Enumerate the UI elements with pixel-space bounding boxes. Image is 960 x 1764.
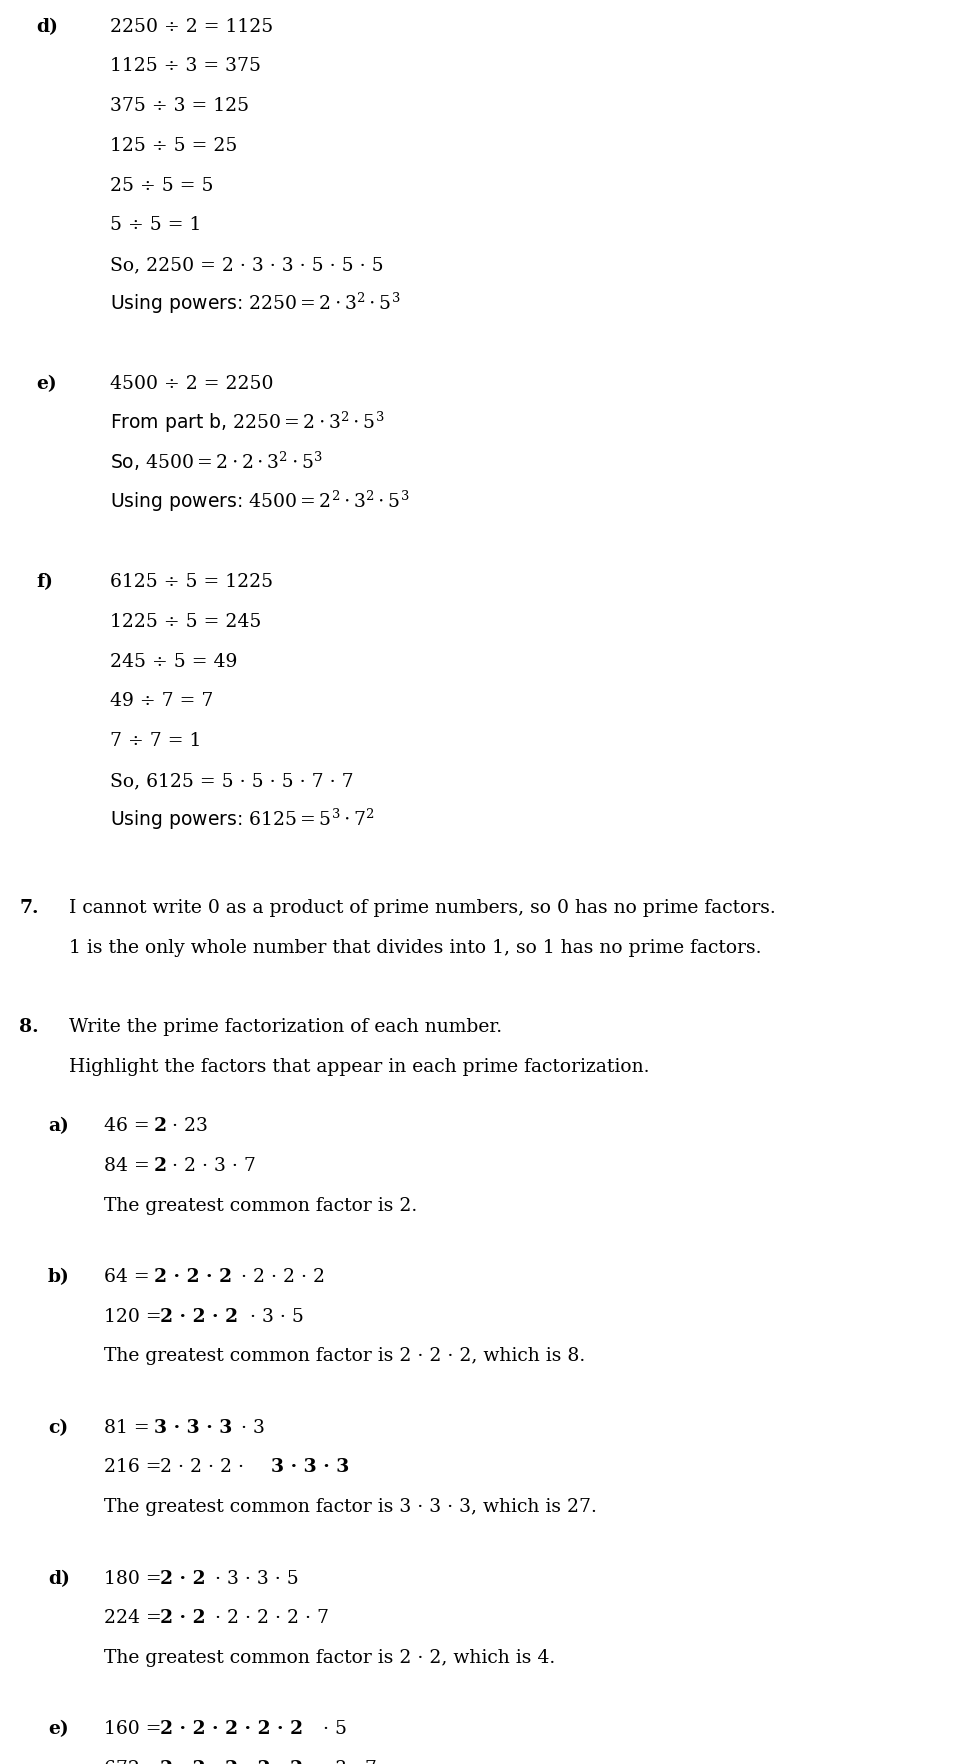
Text: 7 ÷ 7 = 1: 7 ÷ 7 = 1 <box>110 732 202 750</box>
Text: 224 =: 224 = <box>104 1609 167 1628</box>
Text: 84 =: 84 = <box>104 1157 156 1175</box>
Text: c): c) <box>48 1418 68 1438</box>
Text: 1225 ÷ 5 = 245: 1225 ÷ 5 = 245 <box>110 614 262 632</box>
Text: e): e) <box>36 376 57 393</box>
Text: The greatest common factor is 3 · 3 · 3, which is 27.: The greatest common factor is 3 · 3 · 3,… <box>104 1498 596 1517</box>
Text: Highlight the factors that appear in each prime factorization.: Highlight the factors that appear in eac… <box>69 1058 650 1076</box>
Text: · 5: · 5 <box>317 1720 347 1739</box>
Text: 672 =: 672 = <box>104 1760 167 1764</box>
Text: 2: 2 <box>154 1157 167 1175</box>
Text: · 3 · 3 · 5: · 3 · 3 · 5 <box>209 1570 299 1588</box>
Text: 160 =: 160 = <box>104 1720 167 1739</box>
Text: 125 ÷ 5 = 25: 125 ÷ 5 = 25 <box>110 138 238 155</box>
Text: d): d) <box>48 1570 70 1588</box>
Text: 49 ÷ 7 = 7: 49 ÷ 7 = 7 <box>110 693 214 711</box>
Text: 2 · 2 · 2 ·: 2 · 2 · 2 · <box>160 1459 251 1476</box>
Text: b): b) <box>48 1268 70 1286</box>
Text: 7.: 7. <box>19 900 38 917</box>
Text: · 2 · 2 · 2 · 7: · 2 · 2 · 2 · 7 <box>209 1609 329 1628</box>
Text: Write the prime factorization of each number.: Write the prime factorization of each nu… <box>69 1018 502 1035</box>
Text: So, 2250 = 2 · 3 · 3 · 5 · 5 · 5: So, 2250 = 2 · 3 · 3 · 5 · 5 · 5 <box>110 256 384 273</box>
Text: 3 · 3 · 3: 3 · 3 · 3 <box>271 1459 349 1476</box>
Text: 4500 ÷ 2 = 2250: 4500 ÷ 2 = 2250 <box>110 376 274 393</box>
Text: · 2 · 3 · 7: · 2 · 3 · 7 <box>166 1157 256 1175</box>
Text: The greatest common factor is 2 · 2 · 2, which is 8.: The greatest common factor is 2 · 2 · 2,… <box>104 1348 585 1365</box>
Text: 2 · 2: 2 · 2 <box>160 1609 205 1628</box>
Text: d): d) <box>36 18 59 35</box>
Text: From part b, $2250 = 2 \cdot 3^2 \cdot 5^3$: From part b, $2250 = 2 \cdot 3^2 \cdot 5… <box>110 409 385 436</box>
Text: I cannot write 0 as a product of prime numbers, so 0 has no prime factors.: I cannot write 0 as a product of prime n… <box>69 900 776 917</box>
Text: 81 =: 81 = <box>104 1418 156 1438</box>
Text: 64 =: 64 = <box>104 1268 156 1286</box>
Text: f): f) <box>36 573 54 591</box>
Text: 375 ÷ 3 = 125: 375 ÷ 3 = 125 <box>110 97 250 115</box>
Text: 180 =: 180 = <box>104 1570 167 1588</box>
Text: 2 · 2 · 2 · 2 · 2: 2 · 2 · 2 · 2 · 2 <box>160 1720 303 1739</box>
Text: · 23: · 23 <box>166 1117 208 1136</box>
Text: e): e) <box>48 1720 68 1739</box>
Text: 25 ÷ 5 = 5: 25 ÷ 5 = 5 <box>110 176 214 194</box>
Text: 245 ÷ 5 = 49: 245 ÷ 5 = 49 <box>110 653 238 670</box>
Text: 5 ÷ 5 = 1: 5 ÷ 5 = 1 <box>110 217 202 235</box>
Text: 216 =: 216 = <box>104 1459 167 1476</box>
Text: The greatest common factor is 2.: The greatest common factor is 2. <box>104 1196 417 1215</box>
Text: 2250 ÷ 2 = 1125: 2250 ÷ 2 = 1125 <box>110 18 274 35</box>
Text: 2 · 2 · 2 · 2 · 2: 2 · 2 · 2 · 2 · 2 <box>160 1760 303 1764</box>
Text: · 3 · 5: · 3 · 5 <box>244 1307 303 1327</box>
Text: Using powers: $6125 = 5^3 \cdot 7^2$: Using powers: $6125 = 5^3 \cdot 7^2$ <box>110 806 375 833</box>
Text: · 3 · 7: · 3 · 7 <box>317 1760 376 1764</box>
Text: 6125 ÷ 5 = 1225: 6125 ÷ 5 = 1225 <box>110 573 274 591</box>
Text: Using powers: $2250 = 2 \cdot 3^2 \cdot 5^3$: Using powers: $2250 = 2 \cdot 3^2 \cdot … <box>110 291 401 316</box>
Text: Using powers: $4500 = 2^2 \cdot 3^2 \cdot 5^3$: Using powers: $4500 = 2^2 \cdot 3^2 \cdo… <box>110 489 410 515</box>
Text: The greatest common factor is 2 · 2, which is 4.: The greatest common factor is 2 · 2, whi… <box>104 1649 555 1667</box>
Text: 1125 ÷ 3 = 375: 1125 ÷ 3 = 375 <box>110 58 261 76</box>
Text: 2: 2 <box>154 1117 167 1136</box>
Text: 2 · 2 · 2: 2 · 2 · 2 <box>154 1268 231 1286</box>
Text: 46 =: 46 = <box>104 1117 156 1136</box>
Text: 120 =: 120 = <box>104 1307 167 1327</box>
Text: 8.: 8. <box>19 1018 38 1035</box>
Text: So, $4500 = 2 \cdot 2 \cdot 3^2 \cdot 5^3$: So, $4500 = 2 \cdot 2 \cdot 3^2 \cdot 5^… <box>110 450 324 473</box>
Text: 2 · 2 · 2: 2 · 2 · 2 <box>160 1307 238 1327</box>
Text: 3 · 3 · 3: 3 · 3 · 3 <box>154 1418 232 1438</box>
Text: 2 · 2: 2 · 2 <box>160 1570 205 1588</box>
Text: 1 is the only whole number that divides into 1, so 1 has no prime factors.: 1 is the only whole number that divides … <box>69 938 761 956</box>
Text: · 3: · 3 <box>235 1418 265 1438</box>
Text: · 2 · 2 · 2: · 2 · 2 · 2 <box>235 1268 325 1286</box>
Text: a): a) <box>48 1117 69 1136</box>
Text: So, 6125 = 5 · 5 · 5 · 7 · 7: So, 6125 = 5 · 5 · 5 · 7 · 7 <box>110 773 354 790</box>
